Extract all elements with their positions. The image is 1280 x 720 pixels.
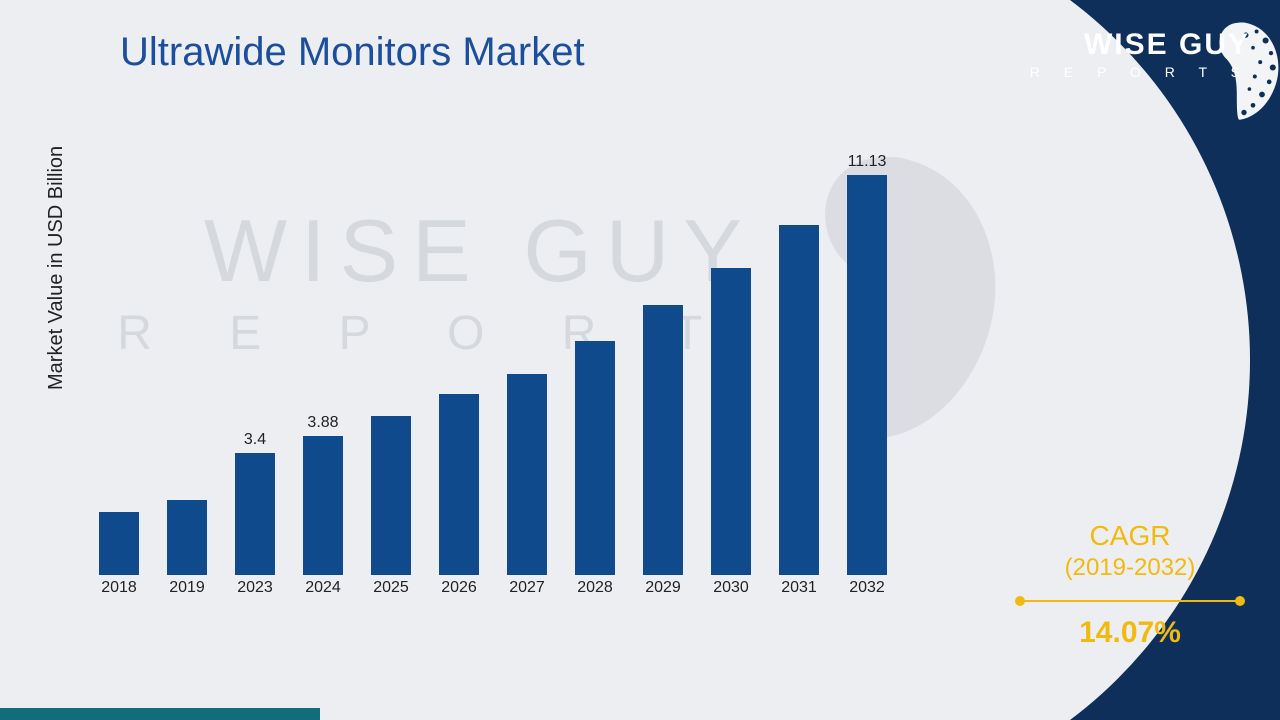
cagr-block: CAGR (2019-2032) 14.07% bbox=[1010, 520, 1250, 650]
stage: WISE GUY R E P O R T S CAGR (2019-2032) … bbox=[0, 0, 1280, 720]
x-tick-label: 2032 bbox=[849, 579, 885, 597]
cagr-range: (2019-2032) bbox=[1010, 554, 1250, 582]
x-tick-label: 2030 bbox=[713, 579, 749, 597]
bar-value-label: 3.88 bbox=[293, 414, 353, 432]
x-axis-labels: 2018 2019 2023 2024 2025 2026 2027 2028 2029 2030… bbox=[95, 579, 915, 605]
brand-logo: WISE GUY R E P O R T S bbox=[1030, 28, 1250, 80]
x-tick-label: 2018 bbox=[101, 579, 137, 597]
x-tick-label: 2024 bbox=[305, 579, 341, 597]
bar bbox=[235, 453, 275, 575]
bar bbox=[99, 512, 139, 575]
bar bbox=[371, 416, 411, 575]
x-tick-label: 2019 bbox=[169, 579, 205, 597]
bar-chart: 3.43.8811.13 201820192023202420252026202… bbox=[95, 175, 915, 605]
cagr-rule bbox=[1020, 600, 1240, 602]
x-tick-label: 2023 bbox=[237, 579, 273, 597]
x-tick-label: 2027 bbox=[509, 579, 545, 597]
x-tick-label: 2029 bbox=[645, 579, 681, 597]
bar-value-label: 3.4 bbox=[225, 431, 285, 449]
bar bbox=[779, 225, 819, 575]
bar bbox=[847, 175, 887, 575]
brand-line1: WISE GUY bbox=[1030, 28, 1250, 62]
plot-area: 3.43.8811.13 bbox=[95, 175, 915, 575]
cagr-value: 14.07% bbox=[1010, 616, 1250, 650]
x-tick-label: 2031 bbox=[781, 579, 817, 597]
bar-value-label: 11.13 bbox=[837, 153, 897, 171]
bar bbox=[711, 268, 751, 575]
bar bbox=[643, 305, 683, 575]
bar bbox=[167, 500, 207, 575]
x-tick-label: 2025 bbox=[373, 579, 409, 597]
cagr-label: CAGR bbox=[1010, 520, 1250, 552]
chart-title: Ultrawide Monitors Market bbox=[120, 30, 585, 75]
y-axis-label: Market Value in USD Billion bbox=[45, 146, 68, 390]
x-tick-label: 2028 bbox=[577, 579, 613, 597]
bottom-strip bbox=[0, 708, 320, 720]
bar bbox=[303, 436, 343, 575]
bar bbox=[507, 374, 547, 575]
x-tick-label: 2026 bbox=[441, 579, 477, 597]
bar bbox=[575, 341, 615, 575]
brand-line2: R E P O R T S bbox=[1030, 64, 1250, 80]
bar bbox=[439, 394, 479, 575]
